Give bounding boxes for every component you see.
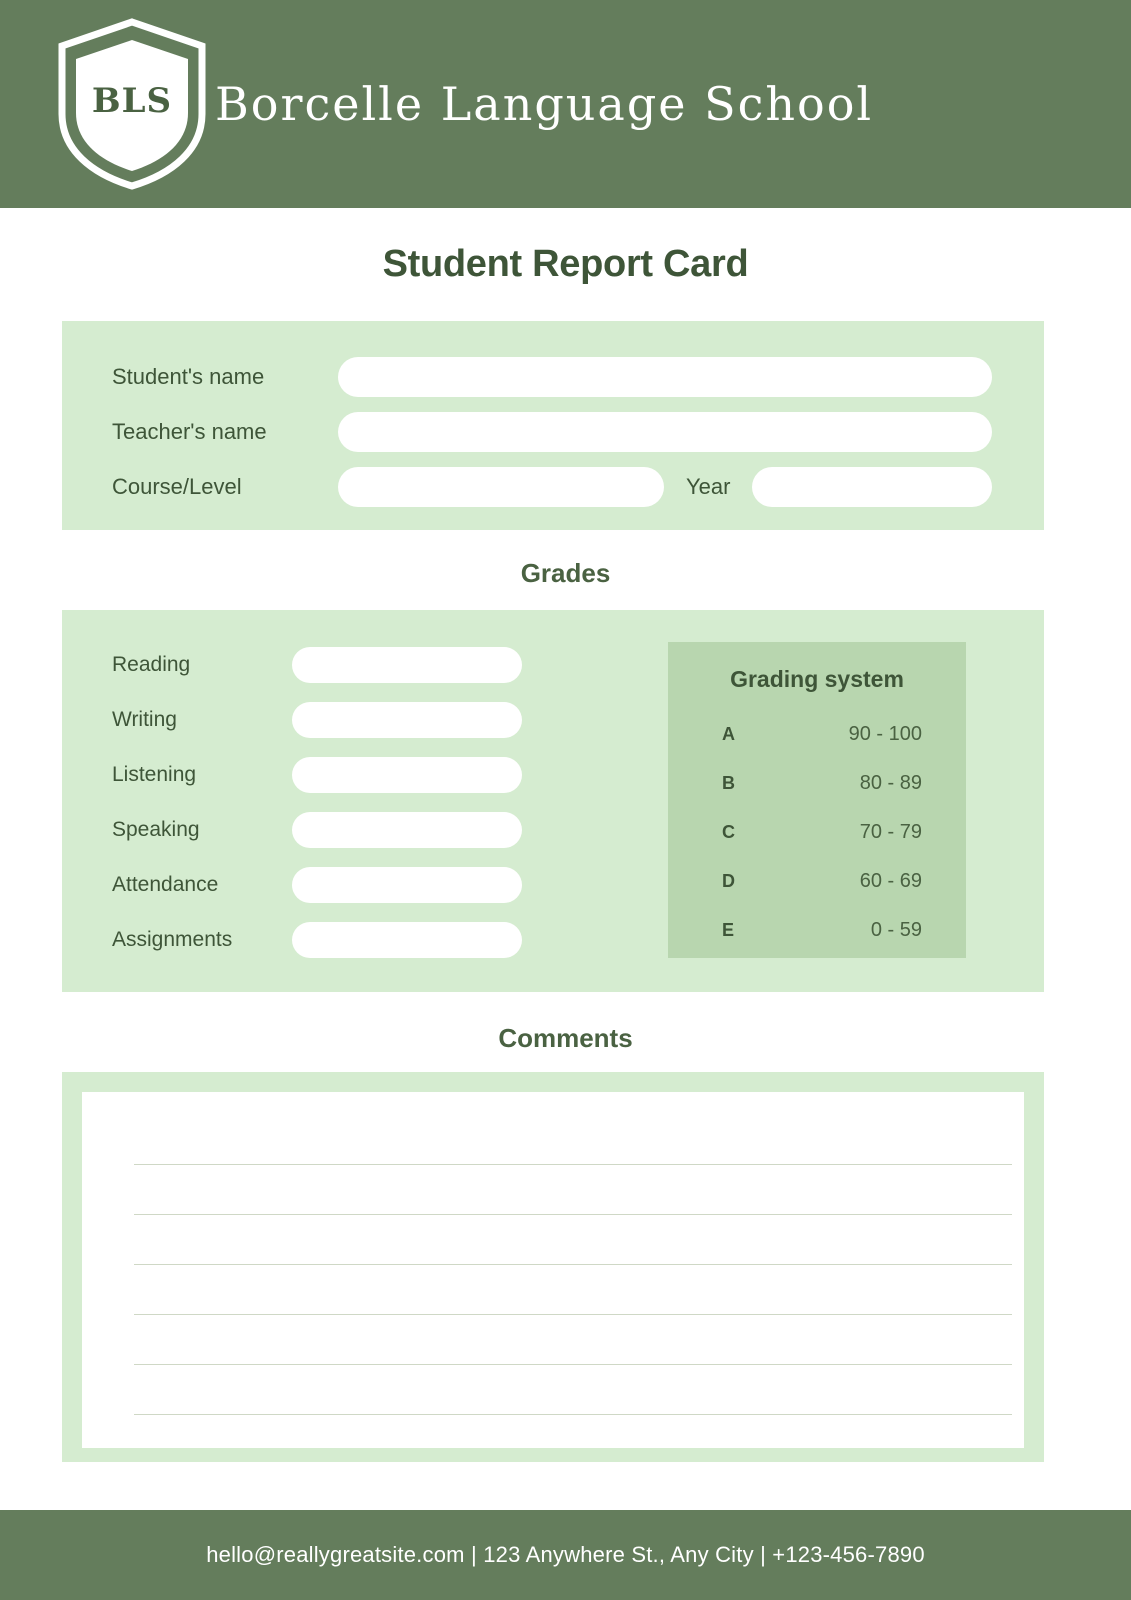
course-level-label: Course/Level (112, 474, 242, 499)
course-level-input[interactable] (338, 467, 664, 507)
comment-rule-line (134, 1164, 1012, 1165)
grading-range-d: 60 - 69 (859, 869, 922, 892)
comment-rule-line (134, 1364, 1012, 1365)
grading-letter-b: B (722, 772, 735, 793)
grading-letter-d: D (722, 870, 735, 891)
grading-system-title: Grading system (730, 666, 904, 692)
grade-label-reading: Reading (112, 653, 191, 676)
teacher-name-row: Teacher's name (112, 411, 1044, 453)
grade-row-attendance: Attendance (112, 866, 584, 904)
grade-row-assignments: Assignments (112, 921, 584, 959)
grade-row-reading: Reading (112, 646, 584, 684)
comments-frame (62, 1072, 1044, 1462)
comment-rule-line (134, 1214, 1012, 1215)
grades-heading: Grades (520, 558, 611, 588)
grading-letter-e: E (722, 919, 735, 940)
shield-icon: BLS (58, 18, 206, 190)
grading-range-b: 80 - 89 (859, 771, 922, 794)
grade-row-writing: Writing (112, 701, 584, 739)
grade-row-speaking: Speaking (112, 811, 584, 849)
grade-input-assignments[interactable] (292, 922, 522, 958)
school-name: Borcelle Language School (215, 77, 874, 131)
comment-rule-line (134, 1414, 1012, 1415)
page-title: Student Report Card (382, 243, 749, 285)
grade-label-listening: Listening (112, 763, 197, 786)
teacher-name-label: Teacher's name (112, 419, 267, 444)
year-label: Year (686, 474, 731, 499)
grading-system-table: Grading system A 90 - 100 B 80 - 89 C 70… (668, 642, 966, 958)
comment-rule-line (134, 1314, 1012, 1315)
grading-range-e: 0 - 59 (870, 918, 922, 941)
grade-label-assignments: Assignments (112, 928, 233, 951)
grading-range-c: 70 - 79 (859, 820, 922, 843)
grading-row-b: B 80 - 89 (722, 770, 922, 796)
grade-input-writing[interactable] (292, 702, 522, 738)
comments-input[interactable] (82, 1092, 1024, 1448)
student-name-row: Student's name (112, 356, 1044, 398)
grade-input-attendance[interactable] (292, 867, 522, 903)
grading-letter-a: A (722, 723, 735, 744)
grading-row-d: D 60 - 69 (722, 868, 922, 894)
course-level-row: Course/Level Year (112, 466, 1044, 508)
comments-heading: Comments (498, 1023, 633, 1053)
teacher-name-input[interactable] (338, 412, 992, 452)
footer-contact-text: hello@reallygreatsite.com | 123 Anywhere… (206, 1542, 925, 1567)
grading-row-c: C 70 - 79 (722, 819, 922, 845)
student-name-label: Student's name (112, 364, 265, 389)
grade-input-reading[interactable] (292, 647, 522, 683)
comment-rule-line (134, 1264, 1012, 1265)
grade-label-attendance: Attendance (112, 873, 219, 896)
page-header: BLS Borcelle Language School (0, 0, 1131, 208)
logo-monogram: BLS (91, 81, 173, 121)
grade-label-speaking: Speaking (112, 818, 200, 841)
grading-row-a: A 90 - 100 (722, 721, 922, 747)
grade-row-listening: Listening (112, 756, 584, 794)
grade-input-listening[interactable] (292, 757, 522, 793)
page-footer: hello@reallygreatsite.com | 123 Anywhere… (0, 1510, 1131, 1600)
grading-letter-c: C (722, 821, 735, 842)
grading-row-e: E 0 - 59 (722, 917, 922, 943)
grading-range-a: 90 - 100 (848, 722, 922, 745)
year-input[interactable] (752, 467, 993, 507)
student-info-panel: Student's name Teacher's name Course/Lev… (62, 321, 1044, 530)
grade-label-writing: Writing (112, 708, 177, 731)
student-name-input[interactable] (338, 357, 992, 397)
grade-input-speaking[interactable] (292, 812, 522, 848)
